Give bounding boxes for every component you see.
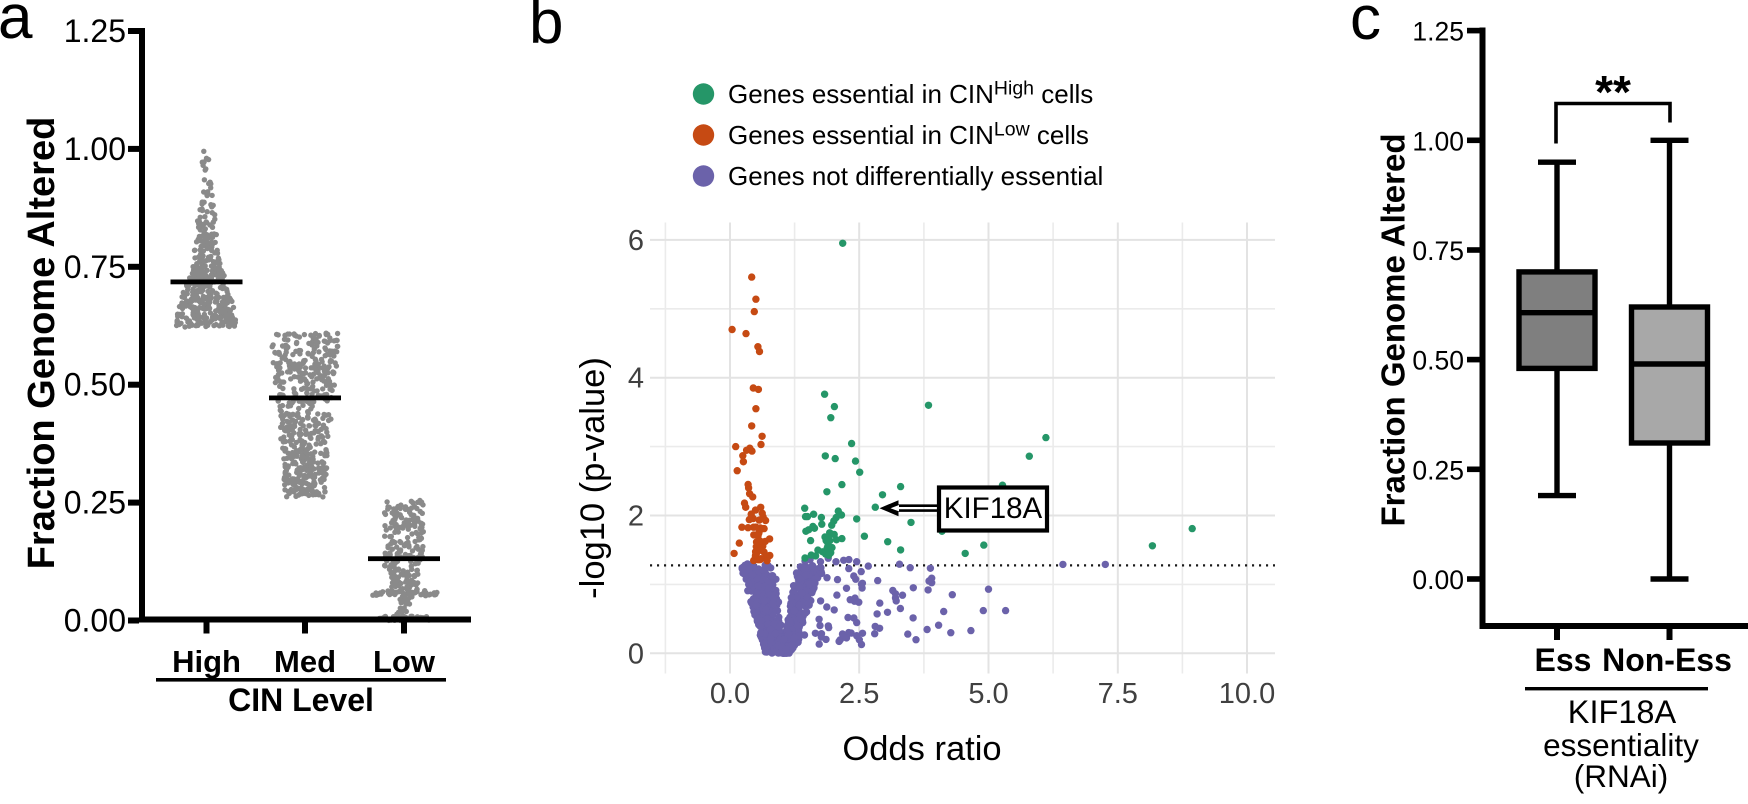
svg-text:0.00: 0.00 [64,603,126,639]
svg-text:0.75: 0.75 [64,249,126,285]
svg-text:4: 4 [628,363,644,395]
svg-text:0: 0 [628,638,644,670]
svg-text:Fraction Genome Altered: Fraction Genome Altered [21,117,63,570]
svg-text:Genes essential in CINHigh cel: Genes essential in CINHigh cells [728,78,1093,110]
svg-text:2.5: 2.5 [839,678,879,710]
svg-text:0.75: 0.75 [1412,236,1464,266]
svg-text:KIF18A: KIF18A [944,492,1043,525]
svg-text:2: 2 [628,501,644,533]
svg-text:KIF18A: KIF18A [1568,694,1677,730]
svg-text:5.0: 5.0 [968,678,1008,710]
svg-text:(RNAi): (RNAi) [1574,758,1669,794]
svg-text:0.25: 0.25 [64,485,126,521]
svg-text:essentiality: essentiality [1543,727,1699,763]
svg-text:Non-Ess: Non-Ess [1602,642,1732,678]
svg-text:1.00: 1.00 [64,131,126,167]
svg-text:c: c [1350,0,1381,53]
svg-text:Ess: Ess [1535,642,1592,678]
svg-text:6: 6 [628,225,644,257]
svg-text:Med: Med [274,644,336,679]
svg-text:a: a [0,0,33,52]
svg-text:Genes essential in CINLow cell: Genes essential in CINLow cells [728,119,1089,151]
svg-text:CIN Level: CIN Level [228,682,374,718]
svg-text:Odds ratio: Odds ratio [842,730,1001,768]
svg-text:0.25: 0.25 [1412,455,1464,485]
svg-text:1.25: 1.25 [1412,17,1464,47]
svg-text:b: b [529,0,563,57]
svg-text:0.0: 0.0 [710,678,750,710]
svg-text:-log10 (p-value): -log10 (p-value) [574,357,612,599]
svg-text:0.50: 0.50 [64,367,126,403]
svg-text:**: ** [1595,66,1631,118]
svg-text:Genes not differentially essen: Genes not differentially essential [728,161,1103,191]
svg-text:7.5: 7.5 [1098,678,1138,710]
svg-text:0.00: 0.00 [1412,565,1464,595]
svg-text:Low: Low [373,644,436,679]
svg-text:Fraction Genome Altered: Fraction Genome Altered [1375,133,1412,526]
svg-text:1.25: 1.25 [64,13,126,49]
svg-text:10.0: 10.0 [1219,678,1275,710]
svg-text:0.50: 0.50 [1412,346,1464,376]
svg-text:High: High [172,644,241,679]
svg-text:1.00: 1.00 [1412,126,1464,156]
